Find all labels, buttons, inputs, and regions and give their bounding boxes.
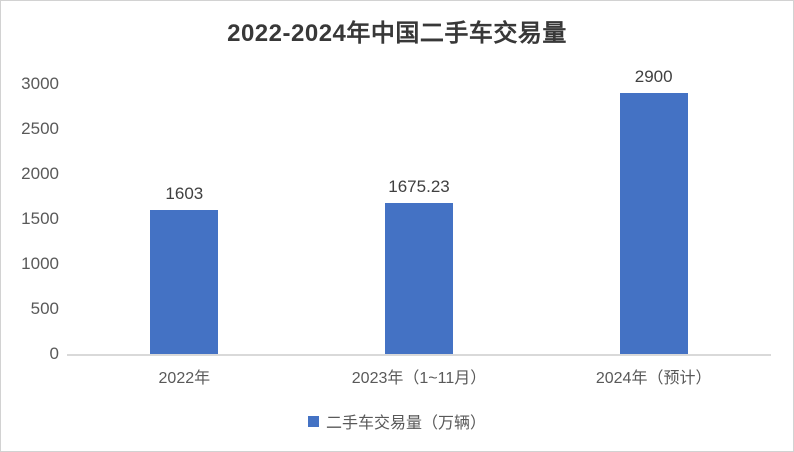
x-axis-category-label: 2024年（预计）: [595, 370, 712, 387]
y-axis-tick-label: 2000: [21, 164, 59, 183]
bar: [385, 203, 453, 354]
y-axis-tick-label: 500: [30, 299, 59, 318]
y-axis-tick-label: 1500: [21, 209, 59, 228]
legend-swatch: [307, 415, 319, 427]
plot-area: 1603 1675.23 2900: [67, 67, 771, 356]
y-axis-tick-label: 0: [49, 344, 59, 363]
chart-title: 2022-2024年中国二手车交易量: [227, 20, 567, 47]
bar: [619, 93, 688, 354]
y-axis-tick-label: 3000: [21, 74, 59, 93]
y-axis-tick-label: 1000: [21, 254, 59, 273]
bar-value-label: 2900: [634, 67, 673, 86]
legend-label: 二手车交易量（万辆）: [325, 415, 486, 432]
bar: [150, 209, 219, 354]
y-axis-tick-label: 2500: [21, 119, 59, 138]
bar-value-label: 1675.23: [388, 177, 450, 197]
x-axis-category-label: 2023年（1~11月）: [351, 370, 487, 387]
x-axis-category-label: 2022年: [158, 370, 211, 387]
legend: 二手车交易量（万辆）: [1, 409, 793, 433]
bar-value-label: 1603: [165, 183, 204, 203]
